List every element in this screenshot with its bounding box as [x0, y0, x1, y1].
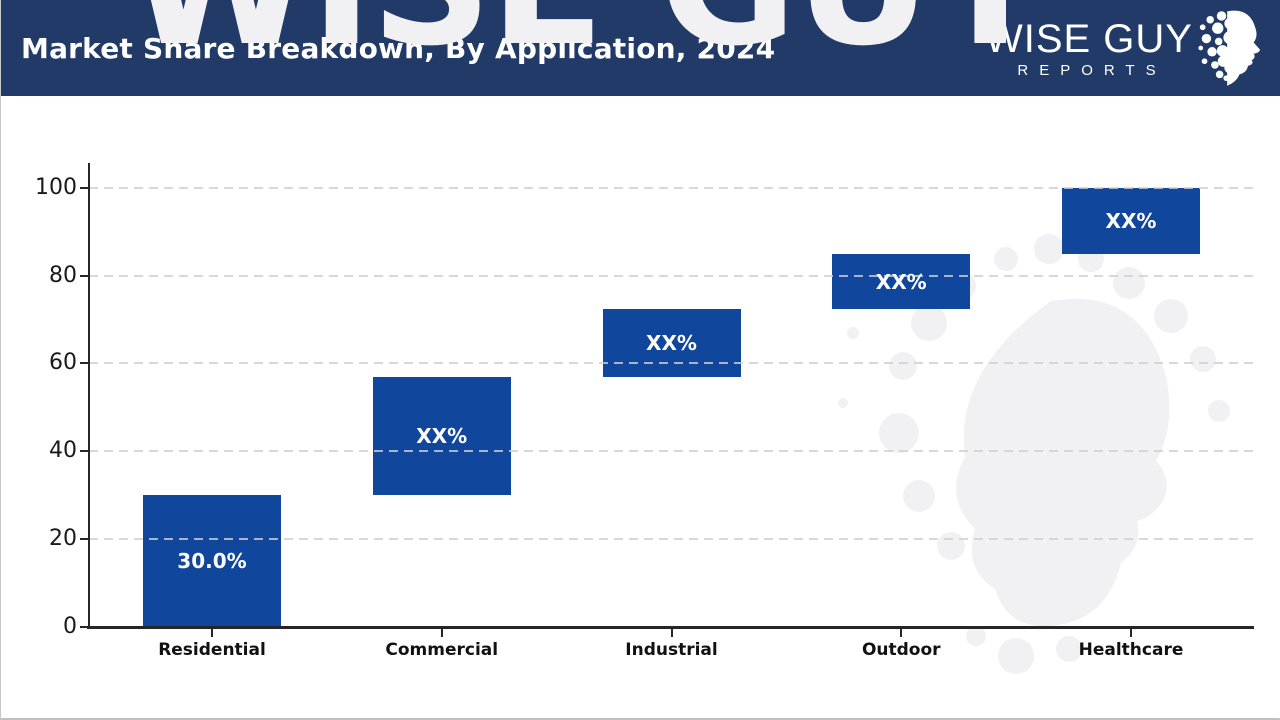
header: Market Share Breakdown, By Application, …	[1, 0, 1280, 96]
x-tick-mark	[900, 629, 903, 637]
x-axis-line	[87, 626, 1254, 629]
gridline	[89, 186, 1254, 189]
gridline	[89, 274, 1254, 277]
bar-healthcare	[1062, 187, 1200, 255]
gridline	[89, 450, 1254, 453]
bar-industrial	[602, 309, 741, 377]
y-tick-mark	[80, 538, 89, 541]
y-tick-label: 40	[49, 438, 77, 464]
x-tick-mark	[670, 629, 673, 637]
y-tick-mark	[80, 274, 89, 277]
x-category-label: Outdoor	[861, 640, 941, 660]
bar-outdoor	[832, 254, 971, 310]
x-tick-mark	[440, 629, 443, 637]
watermark-subtext: REPORTS	[179, 0, 864, 6]
y-tick-label: 80	[49, 262, 77, 288]
bar-value-label: XX%	[1105, 209, 1157, 234]
bar-residential	[143, 495, 281, 627]
brand-logo: WISE GUY REPORTS	[985, 7, 1263, 89]
bar-value-label: XX%	[646, 330, 697, 355]
chart-title: Market Share Breakdown, By Application, …	[21, 31, 776, 65]
bar-value-label: XX%	[416, 423, 468, 448]
y-tick-label: 20	[49, 526, 77, 552]
y-tick-mark	[80, 362, 89, 365]
bar-commercial	[372, 376, 511, 496]
gridline	[89, 362, 1254, 365]
gridline	[89, 538, 1254, 541]
x-tick-mark	[211, 629, 213, 637]
x-category-label: Healthcare	[1078, 640, 1184, 660]
watermark-text: WISE GUY	[127, 0, 1051, 83]
logo-face-icon	[1198, 10, 1261, 86]
x-category-label: Commercial	[385, 640, 499, 660]
y-tick-mark	[80, 450, 89, 453]
bar-value-label: 30.0%	[177, 549, 247, 574]
x-category-label: Industrial	[625, 640, 718, 660]
y-tick-label: 0	[63, 614, 77, 639]
y-tick-label: 100	[35, 174, 77, 200]
x-category-label: Residential	[158, 640, 266, 660]
brand-logo-text: WISE GUY REPORTS	[985, 19, 1193, 78]
y-tick-label: 60	[49, 350, 77, 376]
y-tick-mark	[80, 626, 89, 628]
brand-subname: REPORTS	[1017, 61, 1167, 79]
y-tick-mark	[80, 186, 89, 189]
brand-name: WISE GUY	[984, 16, 1193, 61]
y-axis-line	[88, 163, 90, 627]
bar-value-label: XX%	[875, 269, 927, 294]
x-tick-mark	[1130, 629, 1132, 637]
